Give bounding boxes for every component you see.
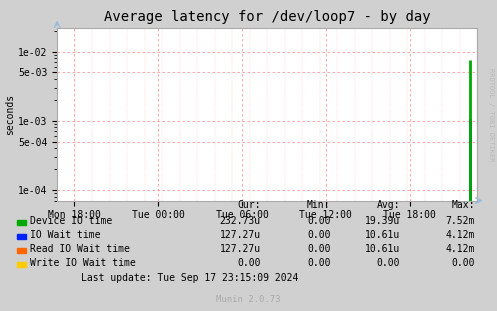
Text: Write IO Wait time: Write IO Wait time [30,258,136,268]
Text: RRDTOOL / TOBI OETIKER: RRDTOOL / TOBI OETIKER [488,68,494,162]
Text: 0.00: 0.00 [307,216,331,226]
Text: 232.73u: 232.73u [220,216,261,226]
Text: 10.61u: 10.61u [365,244,400,254]
Text: 0.00: 0.00 [238,258,261,268]
Text: Max:: Max: [451,200,475,210]
Y-axis label: seconds: seconds [5,94,15,135]
Text: 127.27u: 127.27u [220,244,261,254]
Text: 4.12m: 4.12m [445,230,475,240]
Text: 0.00: 0.00 [307,258,331,268]
Text: 10.61u: 10.61u [365,230,400,240]
Text: Min:: Min: [307,200,331,210]
Text: 127.27u: 127.27u [220,230,261,240]
Text: Munin 2.0.73: Munin 2.0.73 [216,295,281,304]
Text: 19.39u: 19.39u [365,216,400,226]
Text: 0.00: 0.00 [451,258,475,268]
Text: 7.52m: 7.52m [445,216,475,226]
Text: Read IO Wait time: Read IO Wait time [30,244,130,254]
Text: Cur:: Cur: [238,200,261,210]
Text: 0.00: 0.00 [307,230,331,240]
Text: 0.00: 0.00 [307,244,331,254]
Text: Last update: Tue Sep 17 23:15:09 2024: Last update: Tue Sep 17 23:15:09 2024 [81,272,298,282]
Text: Avg:: Avg: [377,200,400,210]
Text: 4.12m: 4.12m [445,244,475,254]
Text: Device IO time: Device IO time [30,216,112,226]
Title: Average latency for /dev/loop7 - by day: Average latency for /dev/loop7 - by day [104,10,430,24]
Text: IO Wait time: IO Wait time [30,230,100,240]
Text: 0.00: 0.00 [377,258,400,268]
